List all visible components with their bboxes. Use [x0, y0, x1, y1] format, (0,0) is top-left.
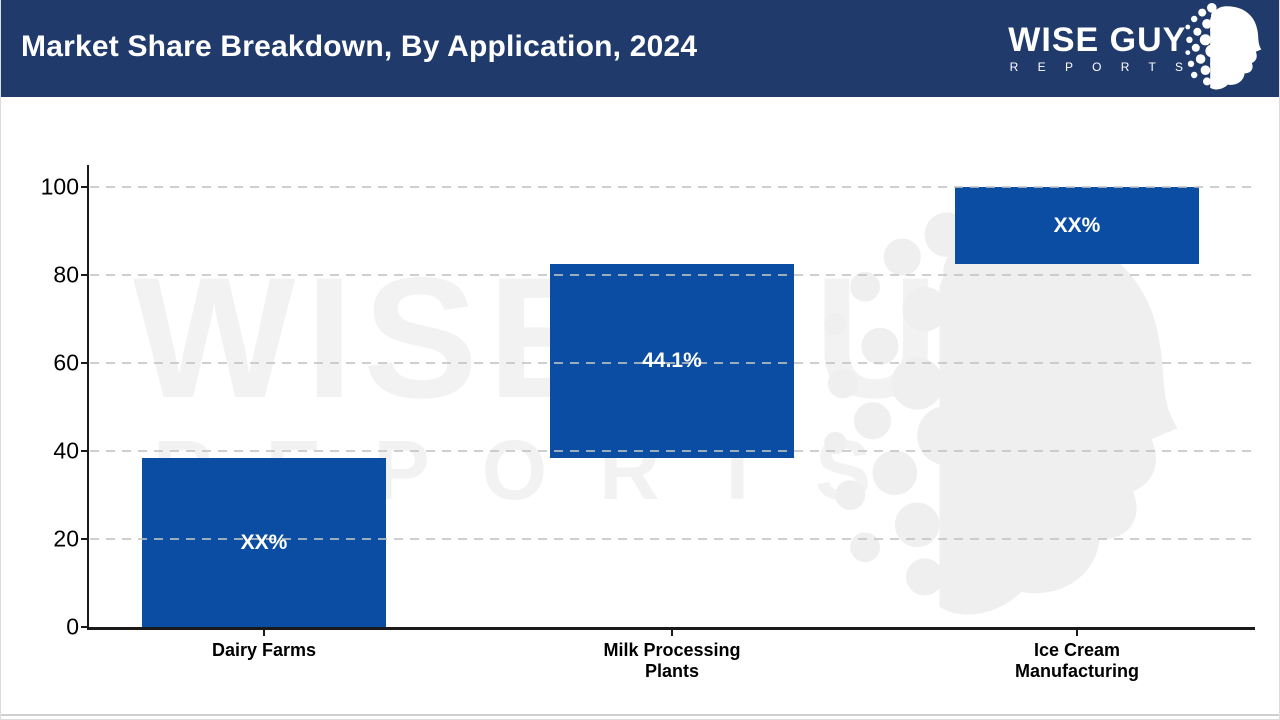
y-tick-label: 20 [53, 525, 79, 552]
x-axis-spine [87, 627, 1255, 630]
y-tick-mark [81, 186, 88, 188]
y-tick-mark [81, 274, 88, 276]
x-category-label: Ice Cream Manufacturing [1015, 640, 1139, 681]
wise-guy-reports-logo: WISE GUY R E P O R T S [1004, 2, 1263, 91]
x-tick-mark [671, 629, 673, 636]
x-tick-mark [1076, 629, 1078, 636]
page-title: Market Share Breakdown, By Application, … [21, 29, 698, 63]
y-tick-label: 100 [40, 173, 79, 200]
dotted-head-logo-icon [1185, 2, 1262, 89]
header-band: Market Share Breakdown, By Application, … [1, 0, 1279, 97]
y-axis-spine [87, 165, 89, 630]
x-tick-mark [263, 629, 265, 636]
bottom-divider [1, 714, 1279, 716]
logo-wordmark: WISE GUY [1008, 21, 1187, 59]
y-tick-mark [81, 362, 88, 364]
y-tick-label: 0 [66, 613, 79, 640]
bar-value-label: 44.1% [642, 349, 702, 373]
y-tick-label: 60 [53, 349, 79, 376]
logo-text: WISE GUY R E P O R T S [1004, 23, 1191, 74]
y-tick-label: 80 [53, 261, 79, 288]
bar-milk-processing [550, 264, 794, 459]
bar-value-label: XX% [240, 530, 288, 554]
y-tick-mark [81, 538, 88, 540]
x-category-label: Milk Processing Plants [603, 640, 741, 681]
y-tick-mark [81, 626, 88, 628]
y-tick-mark [81, 450, 88, 452]
y-tick-label: 40 [53, 437, 79, 464]
bar-dairy-farms [142, 458, 386, 627]
x-category-label: Dairy Farms [211, 640, 317, 660]
logo-subtext: R E P O R T S [1009, 60, 1191, 74]
